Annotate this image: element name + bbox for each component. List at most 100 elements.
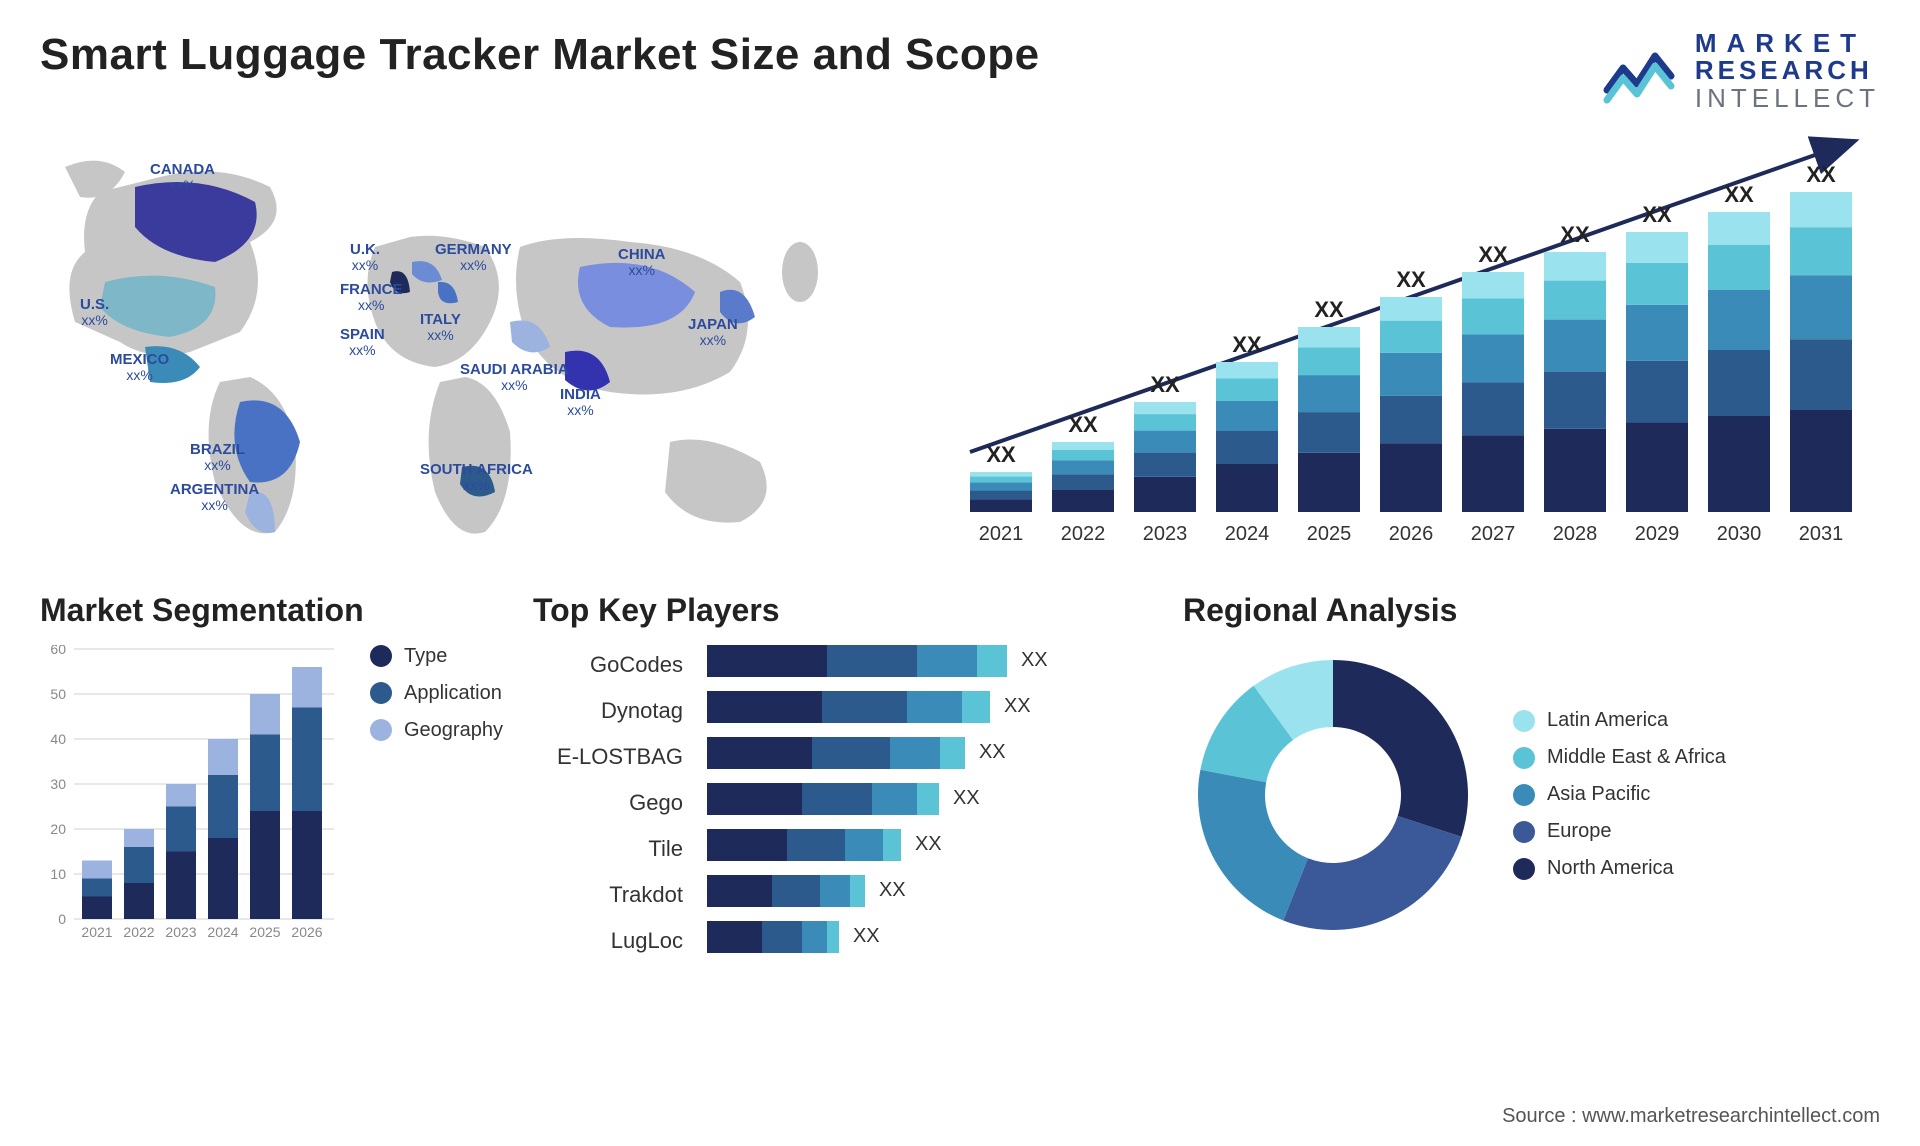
player-label: E-LOSTBAG <box>557 741 683 773</box>
svg-text:60: 60 <box>50 645 66 657</box>
player-bar-row: XX <box>707 829 1153 861</box>
swatch-icon <box>370 645 392 667</box>
region-legend-label: Europe <box>1547 820 1612 843</box>
map-label-india: INDIAxx% <box>560 387 601 419</box>
player-label: LugLoc <box>611 925 683 957</box>
player-label: Trakdot <box>609 879 683 911</box>
svg-text:XX: XX <box>1560 222 1590 247</box>
svg-text:2021: 2021 <box>979 523 1024 545</box>
svg-text:2026: 2026 <box>1389 523 1434 545</box>
map-label-brazil: BRAZILxx% <box>190 442 245 474</box>
logo-line3: INTELLECT <box>1695 85 1880 112</box>
player-bar-segment <box>917 645 977 677</box>
player-bar-segment <box>762 921 802 953</box>
player-bar-row: XX <box>707 921 1153 953</box>
player-label: Gego <box>629 787 683 819</box>
forecast-chart: XX2021XX2022XX2023XX2024XX2025XX2026XX20… <box>960 132 1880 562</box>
region-legend-item: North America <box>1513 857 1726 880</box>
player-bar-segment <box>802 921 827 953</box>
map-label-u-k-: U.K.xx% <box>350 242 380 274</box>
logo-line1: MARKET <box>1695 30 1880 57</box>
brand-logo: MARKET RESEARCH INTELLECT <box>1603 30 1880 112</box>
region-legend-item: Latin America <box>1513 709 1726 732</box>
seg-legend-item: Application <box>370 682 503 705</box>
svg-text:XX: XX <box>1314 297 1344 322</box>
seg-legend-label: Application <box>404 682 502 705</box>
region-legend-label: North America <box>1547 857 1674 880</box>
player-bar <box>707 783 939 815</box>
logo-icon <box>1603 38 1681 104</box>
swatch-icon <box>370 682 392 704</box>
svg-text:2026: 2026 <box>291 924 322 940</box>
player-bar <box>707 737 965 769</box>
svg-text:XX: XX <box>1478 242 1508 267</box>
player-value-label: XX <box>979 741 1006 764</box>
player-bar-segment <box>917 783 939 815</box>
map-label-mexico: MEXICOxx% <box>110 352 169 384</box>
players-panel: Top Key Players GoCodesDynotagE-LOSTBAGG… <box>533 592 1153 967</box>
player-value-label: XX <box>1004 695 1031 718</box>
player-bar-segment <box>707 691 822 723</box>
player-bar-row: XX <box>707 875 1153 907</box>
player-bar <box>707 691 990 723</box>
player-bar-segment <box>707 645 827 677</box>
region-legend-item: Middle East & Africa <box>1513 746 1726 769</box>
player-bar-segment <box>827 645 917 677</box>
swatch-icon <box>1513 784 1535 806</box>
players-label-list: GoCodesDynotagE-LOSTBAGGegoTileTrakdotLu… <box>533 645 683 967</box>
player-bar-segment <box>707 737 812 769</box>
player-bar-segment <box>827 921 839 953</box>
player-bar-segment <box>845 829 883 861</box>
player-value-label: XX <box>879 879 906 902</box>
player-bar-segment <box>812 737 890 769</box>
svg-text:XX: XX <box>1150 372 1180 397</box>
svg-text:2030: 2030 <box>1717 523 1762 545</box>
player-bar-segment <box>850 875 865 907</box>
svg-text:2024: 2024 <box>207 924 238 940</box>
region-legend-label: Middle East & Africa <box>1547 746 1726 769</box>
svg-text:2031: 2031 <box>1799 523 1844 545</box>
segmentation-chart: 0102030405060202120222023202420252026 <box>40 645 340 965</box>
player-bar-segment <box>962 691 990 723</box>
svg-text:2024: 2024 <box>1225 523 1270 545</box>
segmentation-title: Market Segmentation <box>40 592 503 629</box>
svg-text:30: 30 <box>50 776 66 792</box>
player-bar-row: XX <box>707 783 1153 815</box>
player-bar-segment <box>707 921 762 953</box>
svg-text:XX: XX <box>1806 162 1836 187</box>
logo-line2: RESEARCH <box>1695 57 1880 84</box>
svg-text:20: 20 <box>50 821 66 837</box>
player-bar-segment <box>872 783 917 815</box>
player-bar-segment <box>707 829 787 861</box>
map-label-germany: GERMANYxx% <box>435 242 512 274</box>
players-title: Top Key Players <box>533 592 1153 629</box>
forecast-chart-panel: XX2021XX2022XX2023XX2024XX2025XX2026XX20… <box>960 132 1880 562</box>
svg-text:2028: 2028 <box>1553 523 1598 545</box>
segmentation-legend: Type Application Geography <box>370 645 503 742</box>
bottom-row: Market Segmentation 01020304050602021202… <box>40 592 1880 967</box>
map-label-italy: ITALYxx% <box>420 312 461 344</box>
player-bar-segment <box>940 737 965 769</box>
seg-legend-item: Type <box>370 645 503 668</box>
player-bar-segment <box>907 691 962 723</box>
svg-text:2029: 2029 <box>1635 523 1680 545</box>
svg-text:XX: XX <box>1232 332 1262 357</box>
player-bar-segment <box>707 783 802 815</box>
player-value-label: XX <box>1021 649 1048 672</box>
svg-text:40: 40 <box>50 731 66 747</box>
region-legend-item: Europe <box>1513 820 1726 843</box>
regional-title: Regional Analysis <box>1183 592 1880 629</box>
svg-text:XX: XX <box>1642 202 1672 227</box>
map-label-china: CHINAxx% <box>618 247 666 279</box>
player-value-label: XX <box>915 833 942 856</box>
regional-panel: Regional Analysis Latin America Middle Ea… <box>1183 592 1880 967</box>
regional-donut-chart <box>1183 645 1483 945</box>
players-bar-chart: XX XX XX XX XX XX XX <box>707 645 1153 967</box>
swatch-icon <box>370 719 392 741</box>
player-bar-segment <box>890 737 940 769</box>
map-label-u-s-: U.S.xx% <box>80 297 109 329</box>
seg-legend-label: Geography <box>404 719 503 742</box>
player-bar-segment <box>707 875 772 907</box>
map-label-france: FRANCExx% <box>340 282 403 314</box>
player-label: GoCodes <box>590 649 683 681</box>
